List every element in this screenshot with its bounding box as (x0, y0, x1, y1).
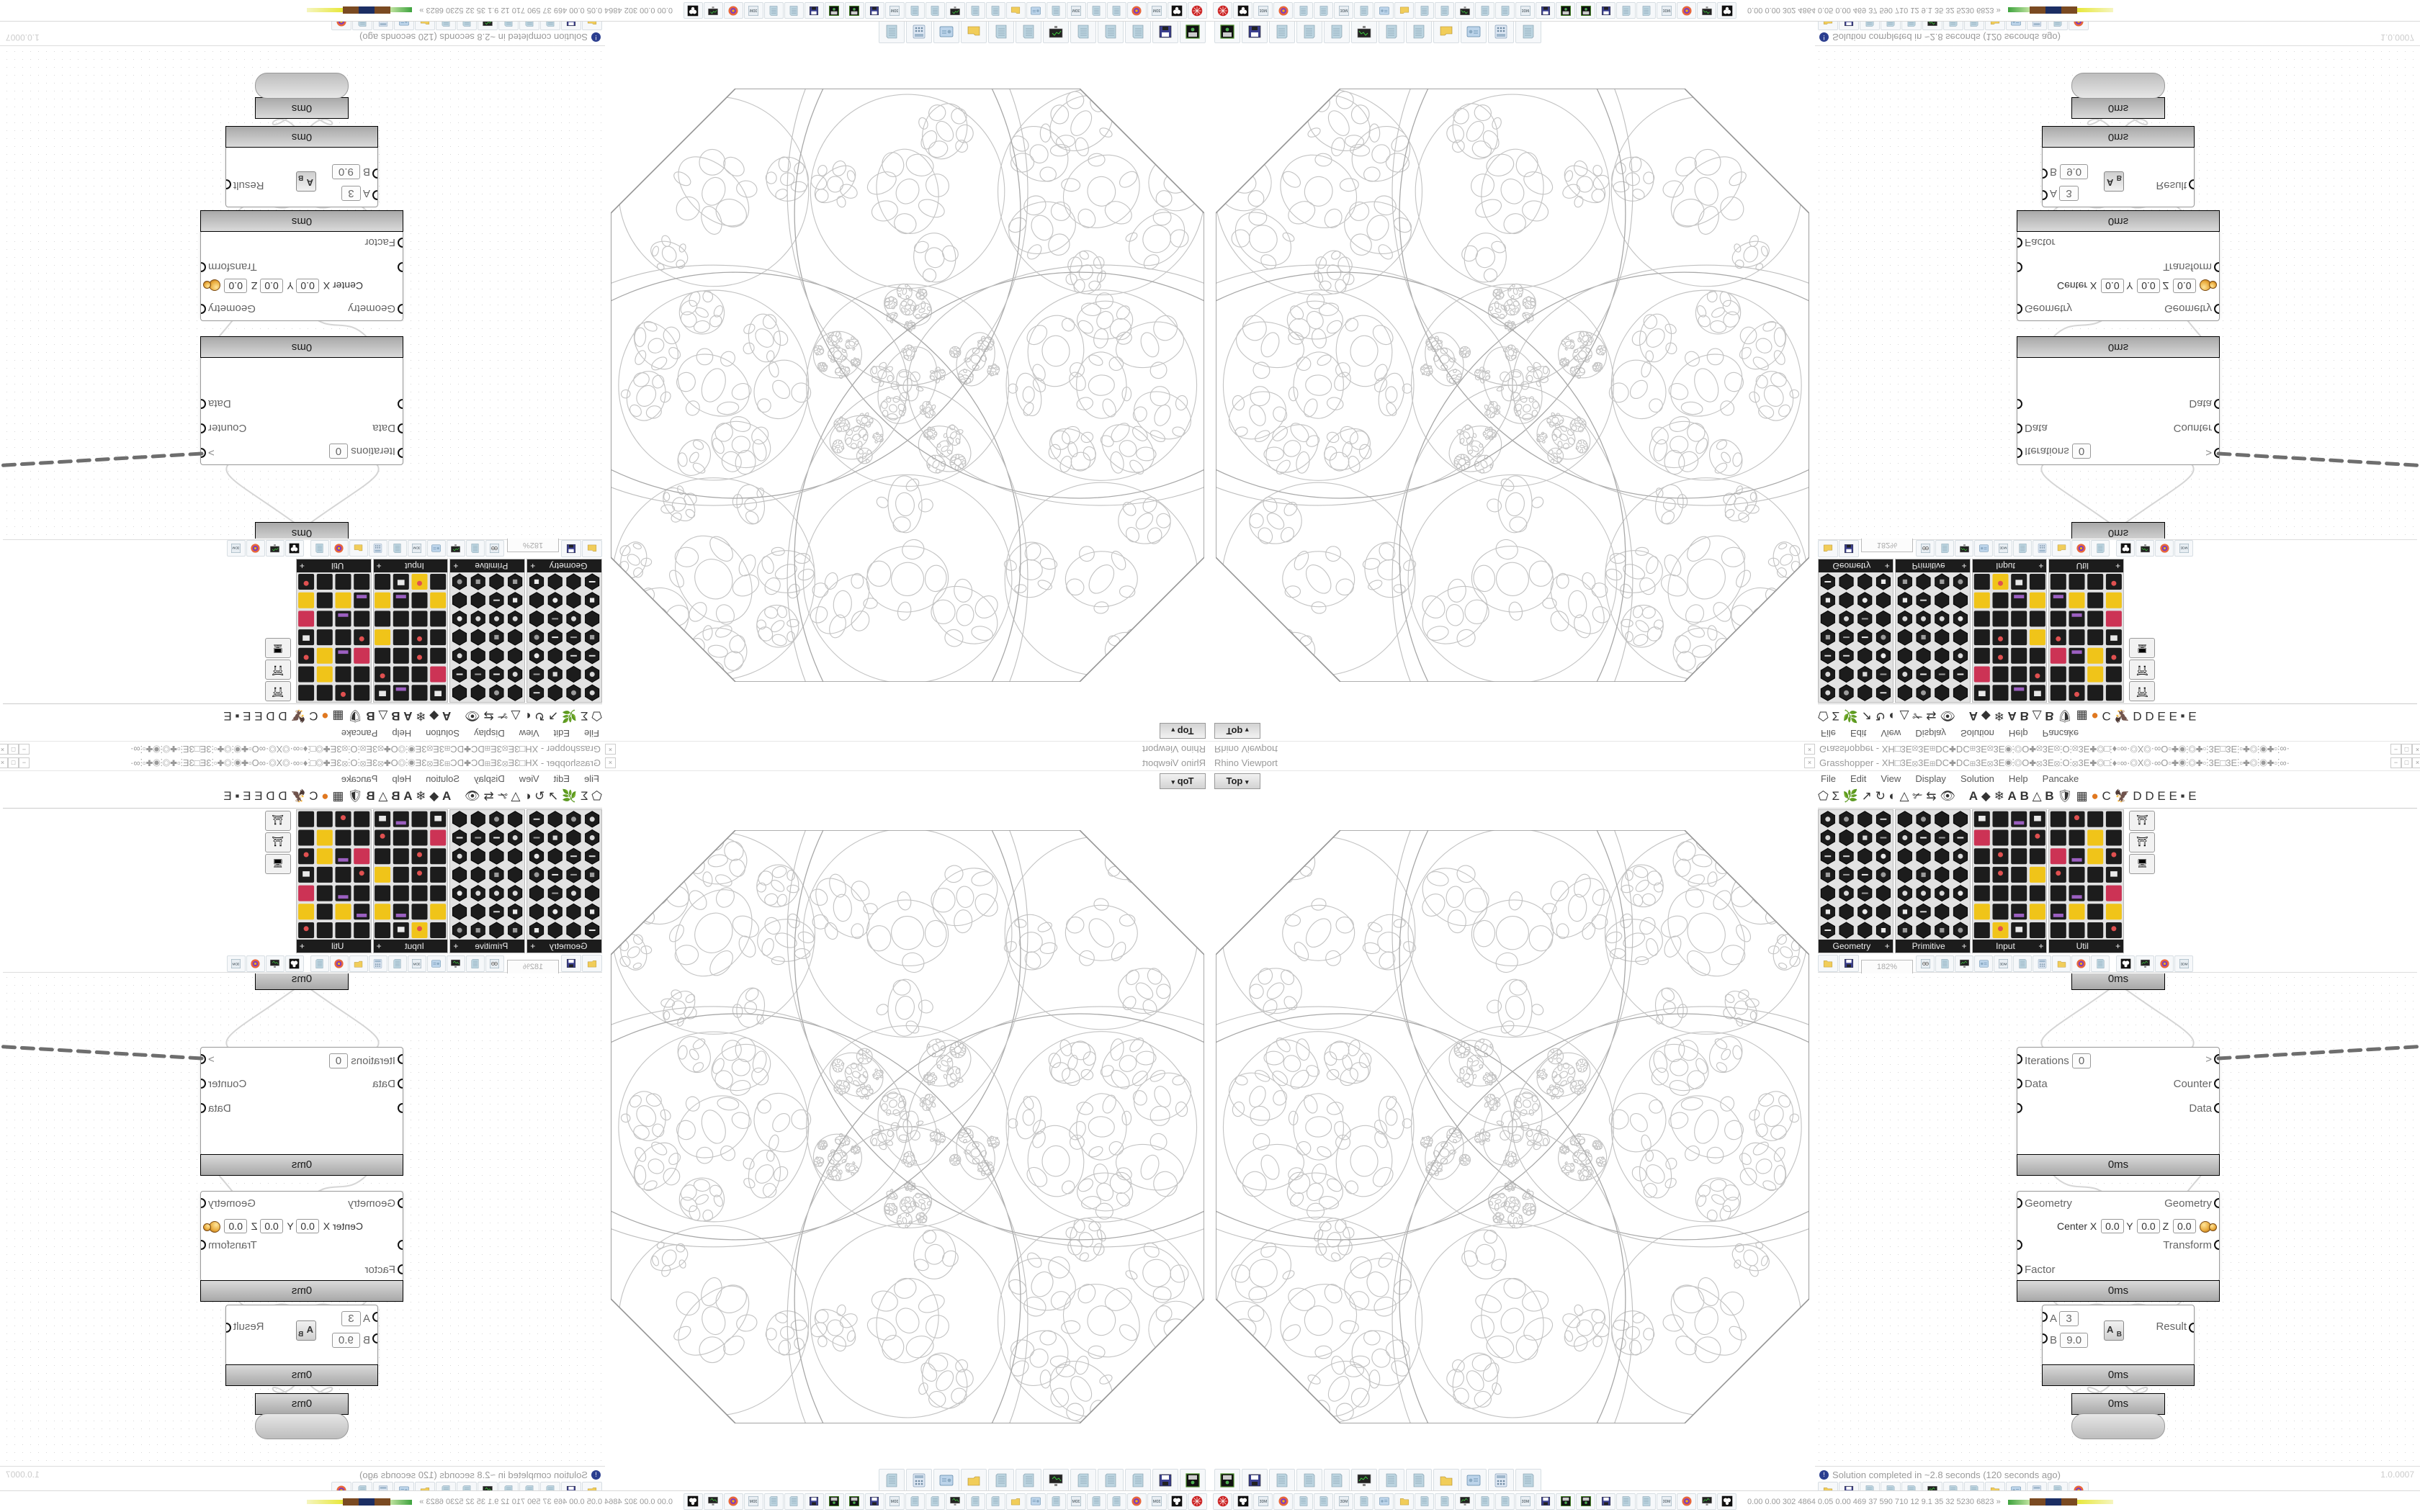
svg-text:3DM: 3DM (1153, 1500, 1161, 1504)
svg-text:3DM: 3DM (233, 546, 240, 550)
svg-text:3DM: 3DM (1521, 1500, 1529, 1504)
svg-text:3DM: 3DM (2180, 962, 2187, 966)
svg-text:3DM: 3DM (1072, 8, 1080, 12)
svg-text:3DM: 3DM (1340, 8, 1348, 12)
svg-text:3DM: 3DM (1259, 1500, 1267, 1504)
svg-text:3DM: 3DM (413, 962, 421, 966)
svg-text:3DM: 3DM (1521, 8, 1529, 12)
svg-text:3DM: 3DM (750, 1500, 758, 1504)
svg-text:3DM: 3DM (2180, 546, 2187, 550)
svg-text:3DM: 3DM (1999, 546, 2007, 550)
svg-text:3DM: 3DM (1072, 1500, 1080, 1504)
svg-text:3DM: 3DM (1259, 8, 1267, 12)
svg-text:3DM: 3DM (1153, 8, 1161, 12)
svg-text:3DM: 3DM (413, 546, 421, 550)
svg-text:3DM: 3DM (1999, 962, 2007, 966)
svg-text:3DM: 3DM (1340, 1500, 1348, 1504)
svg-text:3DM: 3DM (891, 1500, 899, 1504)
svg-text:3DM: 3DM (233, 962, 240, 966)
svg-text:3DM: 3DM (1662, 8, 1670, 12)
svg-text:3DM: 3DM (1662, 1500, 1670, 1504)
svg-text:3DM: 3DM (750, 8, 758, 12)
svg-text:3DM: 3DM (891, 8, 899, 12)
